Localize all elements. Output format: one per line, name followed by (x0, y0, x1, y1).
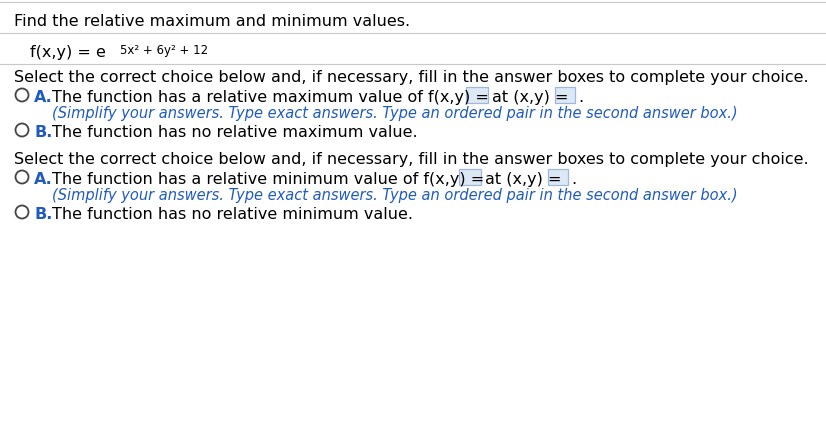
Text: Find the relative maximum and minimum values.: Find the relative maximum and minimum va… (14, 14, 411, 29)
Text: The function has no relative maximum value.: The function has no relative maximum val… (52, 125, 418, 140)
Text: .: . (578, 90, 583, 105)
Text: (Simplify your answers. Type exact answers. Type an ordered pair in the second a: (Simplify your answers. Type exact answe… (52, 106, 738, 121)
Text: 5x² + 6y² + 12: 5x² + 6y² + 12 (120, 44, 208, 57)
Text: The function has no relative minimum value.: The function has no relative minimum val… (52, 207, 413, 221)
Text: .: . (571, 171, 576, 187)
Text: B.: B. (34, 207, 52, 221)
Text: B.: B. (34, 125, 52, 140)
Text: at (x,y) =: at (x,y) = (492, 90, 568, 105)
Text: Select the correct choice below and, if necessary, fill in the answer boxes to c: Select the correct choice below and, if … (14, 151, 809, 167)
Text: The function has a relative maximum value of f(x,y) =: The function has a relative maximum valu… (52, 90, 489, 105)
Text: The function has a relative minimum value of f(x,y) =: The function has a relative minimum valu… (52, 171, 484, 187)
Text: (Simplify your answers. Type exact answers. Type an ordered pair in the second a: (Simplify your answers. Type exact answe… (52, 187, 738, 203)
FancyBboxPatch shape (548, 170, 568, 186)
Text: A.: A. (34, 171, 53, 187)
FancyBboxPatch shape (555, 88, 575, 104)
FancyBboxPatch shape (466, 88, 488, 104)
Text: A.: A. (34, 90, 53, 105)
Text: f(x,y) = e: f(x,y) = e (30, 45, 106, 60)
Text: Select the correct choice below and, if necessary, fill in the answer boxes to c: Select the correct choice below and, if … (14, 70, 809, 85)
Text: at (x,y) =: at (x,y) = (485, 171, 562, 187)
FancyBboxPatch shape (459, 170, 481, 186)
